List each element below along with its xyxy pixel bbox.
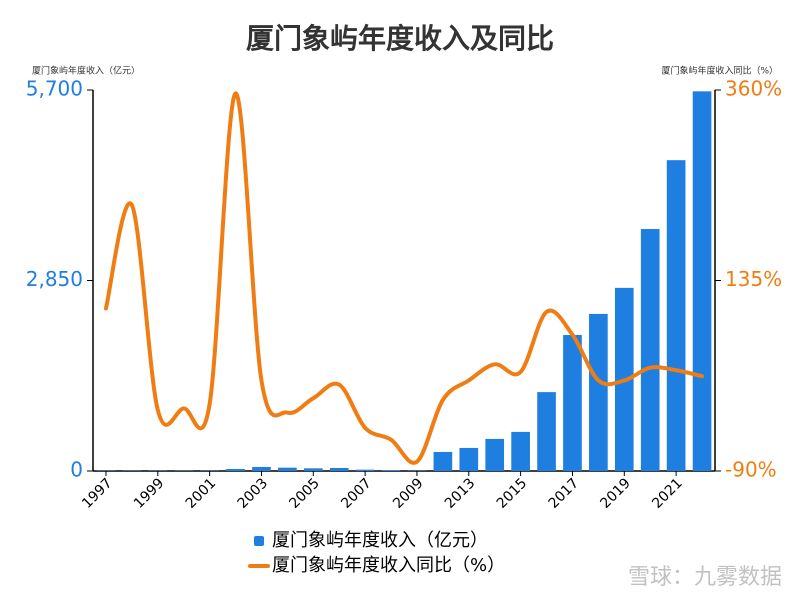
x-tick-label: 1999 <box>131 475 168 512</box>
y-tick-label: 0 <box>70 458 83 482</box>
x-tick-label: 2021 <box>649 475 686 512</box>
bar <box>511 431 530 471</box>
x-tick-label: 2015 <box>494 475 531 512</box>
x-tick-label: 2001 <box>183 475 220 512</box>
x-tick-label: 2009 <box>390 475 427 512</box>
legend-label: 厦门象屿年度收入（亿元） <box>272 530 488 551</box>
y2-tick-label: -90% <box>725 458 777 482</box>
bar <box>459 447 479 471</box>
x-tick-label: 2017 <box>546 475 583 512</box>
bar <box>485 438 505 471</box>
x-tick-label: 2019 <box>597 475 634 512</box>
bar <box>252 466 271 471</box>
x-tick-label: 2003 <box>235 475 272 512</box>
bar <box>226 468 245 471</box>
watermark: 雪球：九雾数据 <box>628 565 782 590</box>
bar <box>329 467 349 471</box>
bar <box>381 470 401 471</box>
bar <box>433 451 453 471</box>
x-tick-label: 2007 <box>338 475 375 512</box>
y-tick-label: 5,700 <box>26 77 83 101</box>
bar <box>666 160 686 471</box>
line <box>103 91 705 465</box>
y-axis-title: 厦门象屿年度收入（亿元） <box>32 65 140 77</box>
y-tick-label: 2,850 <box>26 267 83 291</box>
bar <box>692 91 712 471</box>
bar <box>355 469 375 471</box>
x-tick-label: 2013 <box>442 475 479 512</box>
legend-label: 厦门象屿年度收入同比（%） <box>272 555 505 576</box>
bar <box>563 334 582 471</box>
y2-tick-label: 360% <box>725 77 782 101</box>
y2-tick-label: 135% <box>725 267 782 291</box>
y2-axis-title: 厦门象屿年度收入同比（%） <box>661 65 778 77</box>
x-tick-label: 2005 <box>286 475 323 512</box>
legend-swatch <box>254 536 264 546</box>
bar <box>303 468 323 471</box>
bar <box>537 392 556 471</box>
bar <box>640 229 660 471</box>
chart-title: 厦门象屿年度收入及同比 <box>246 22 554 55</box>
x-tick-label: 1997 <box>79 475 116 512</box>
bar <box>278 467 297 471</box>
bar <box>589 313 608 471</box>
